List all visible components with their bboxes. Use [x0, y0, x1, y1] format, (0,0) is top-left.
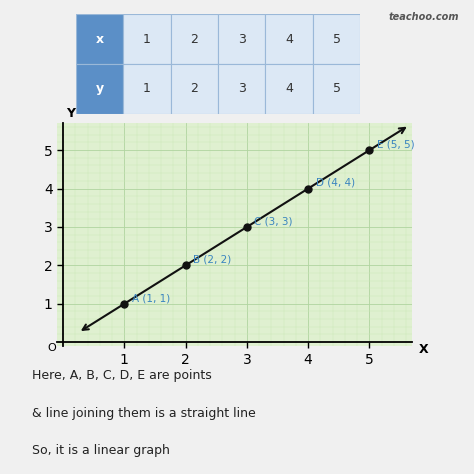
Bar [171, 64, 218, 114]
Text: X: X [419, 343, 428, 356]
Bar [313, 64, 360, 114]
Text: D (4, 4): D (4, 4) [316, 178, 355, 188]
Bar [265, 64, 313, 114]
Text: 5: 5 [333, 82, 340, 95]
Text: B (2, 2): B (2, 2) [193, 255, 231, 264]
Bar [123, 64, 171, 114]
Bar [313, 14, 360, 64]
Bar [218, 64, 265, 114]
Text: 4: 4 [285, 33, 293, 46]
Text: 3: 3 [238, 82, 246, 95]
Text: 3: 3 [238, 33, 246, 46]
Bar [218, 14, 265, 64]
Text: E (5, 5): E (5, 5) [377, 139, 414, 149]
Bar [76, 64, 123, 114]
Text: Y: Y [66, 107, 75, 120]
Text: x: x [95, 33, 104, 46]
Bar [265, 14, 313, 64]
Text: So, it is a linear graph: So, it is a linear graph [32, 444, 170, 457]
Text: & line joining them is a straight line: & line joining them is a straight line [32, 407, 256, 419]
Text: 2: 2 [191, 33, 198, 46]
Text: y: y [95, 82, 104, 95]
Bar [123, 14, 171, 64]
Bar [171, 14, 218, 64]
Text: Here, A, B, C, D, E are points: Here, A, B, C, D, E are points [32, 369, 212, 382]
Text: C (3, 3): C (3, 3) [254, 216, 293, 226]
Text: O: O [47, 343, 56, 353]
Text: teachoo.com: teachoo.com [389, 12, 459, 22]
Text: 1: 1 [143, 33, 151, 46]
Bar [76, 14, 123, 64]
Text: 4: 4 [285, 82, 293, 95]
Text: 2: 2 [191, 82, 198, 95]
Text: A (1, 1): A (1, 1) [132, 293, 170, 303]
Text: 5: 5 [333, 33, 340, 46]
Text: 1: 1 [143, 82, 151, 95]
